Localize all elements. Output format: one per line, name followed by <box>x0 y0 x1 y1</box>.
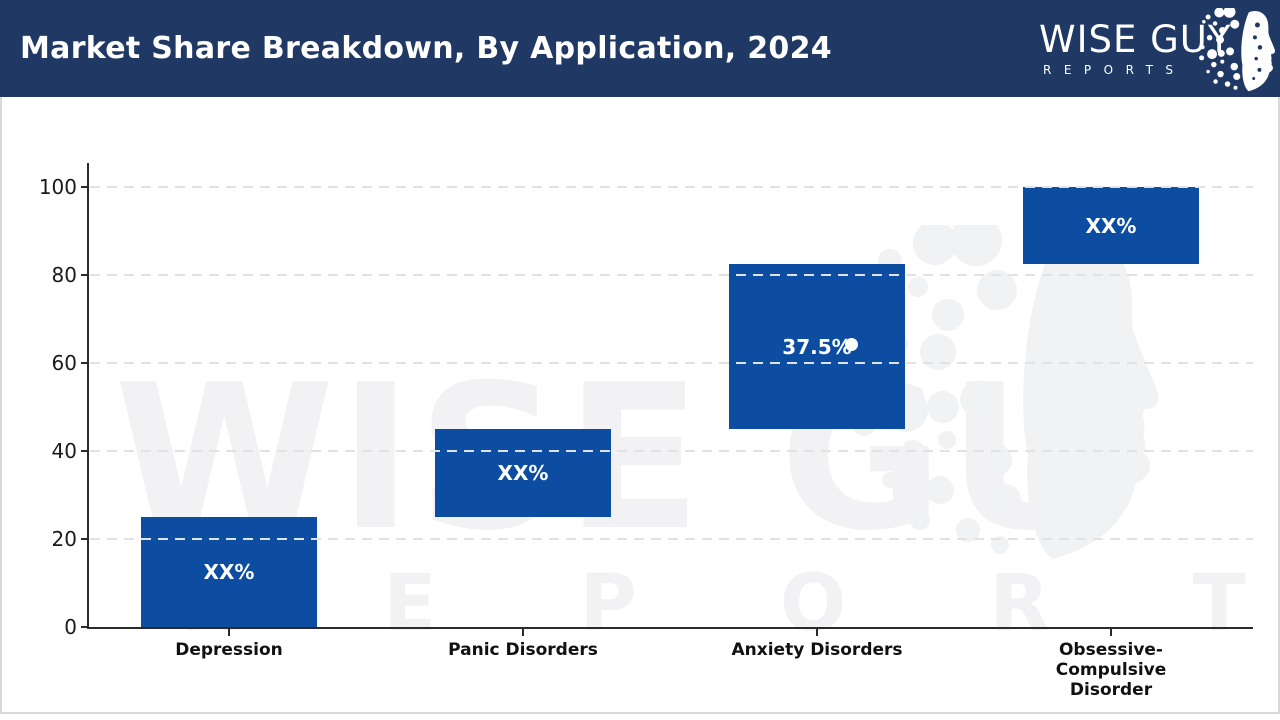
bar-segment: XX% <box>435 429 611 517</box>
bar-segment: XX% <box>141 517 317 627</box>
header-bar: Market Share Breakdown, By Application, … <box>0 0 1280 97</box>
brand-logo: WISE GUY REPORTS <box>1025 6 1280 92</box>
y-tick <box>81 626 89 628</box>
y-tick-label: 100 <box>38 175 77 199</box>
brand-head-icon <box>1199 8 1275 92</box>
x-tick <box>1110 628 1112 636</box>
bar-value-label: XX% <box>497 461 549 485</box>
grid-line <box>90 538 1253 540</box>
x-tick-label: Anxiety Disorders <box>731 640 903 660</box>
y-tick-label: 20 <box>51 527 77 551</box>
y-tick <box>81 186 89 188</box>
y-tick <box>81 274 89 276</box>
watermark-subtext: R E P O R T S <box>180 559 1280 649</box>
bar-segment: XX% <box>1023 187 1199 264</box>
x-tick <box>522 628 524 636</box>
x-tick-label: Obsessive- Compulsive Disorder <box>1055 640 1167 700</box>
grid-line <box>90 186 1253 188</box>
grid-line <box>90 450 1253 452</box>
brand-name: WISE GUY <box>1039 18 1232 61</box>
bar-value-label: 37.5% <box>782 334 852 359</box>
x-axis-spine <box>87 627 1253 629</box>
y-tick-label: 80 <box>51 263 77 287</box>
y-tick-label: 0 <box>64 615 77 639</box>
y-tick-label: 40 <box>51 439 77 463</box>
x-tick <box>228 628 230 636</box>
bar-segment: 37.5% <box>729 264 905 429</box>
y-tick <box>81 538 89 540</box>
y-tick <box>81 450 89 452</box>
x-tick-label: Panic Disorders <box>448 640 598 660</box>
y-tick <box>81 362 89 364</box>
brand-logo-text: WISE GUY REPORTS <box>1039 18 1232 78</box>
y-tick-label: 60 <box>51 351 77 375</box>
watermark-dot <box>845 338 858 351</box>
brand-subtitle: REPORTS <box>1043 63 1186 77</box>
x-tick <box>816 628 818 636</box>
y-axis-spine <box>87 163 89 629</box>
bar-value-label: XX% <box>1085 213 1137 238</box>
bar-value-label: XX% <box>203 560 255 584</box>
x-tick-label: Depression <box>175 640 283 660</box>
grid-line <box>90 362 1253 364</box>
page-title: Market Share Breakdown, By Application, … <box>20 31 832 66</box>
grid-line <box>90 274 1253 276</box>
